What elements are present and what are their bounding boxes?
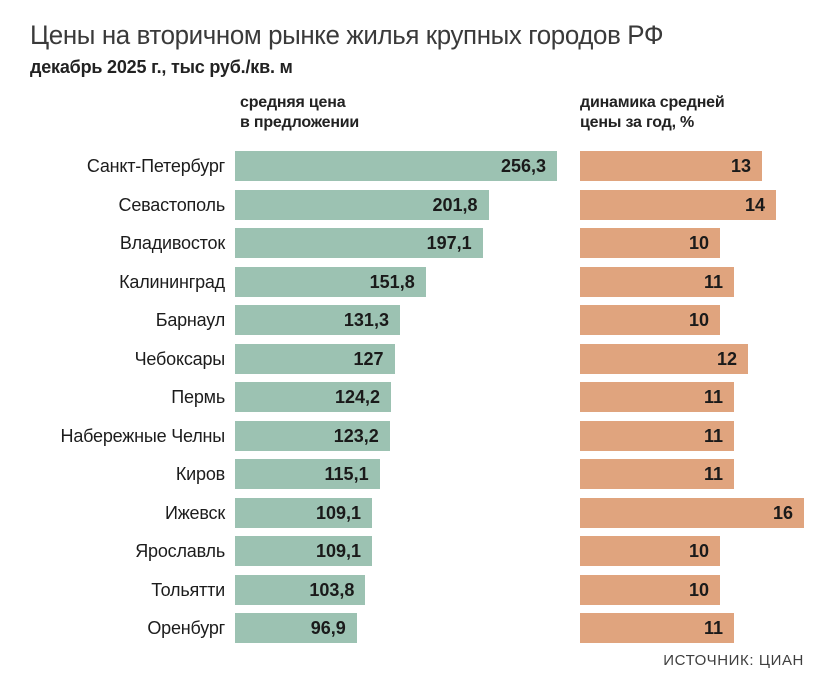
price-bar: 131,3 — [235, 305, 400, 335]
price-value: 103,8 — [309, 579, 355, 600]
city-label: Ярославль — [135, 541, 225, 561]
price-value: 131,3 — [343, 310, 389, 330]
city-label: Севастополь — [118, 194, 226, 215]
change-value: 13 — [730, 156, 751, 176]
price-value: 123,2 — [333, 425, 379, 446]
city-label: Чебоксары — [134, 348, 226, 369]
change-value: 10 — [688, 579, 709, 600]
change-bar: 11 — [580, 613, 734, 643]
price-value: 197,1 — [426, 233, 472, 253]
city-label: Пермь — [171, 387, 225, 407]
page-title: Цены на вторичном рынке жилья крупных го… — [30, 20, 664, 50]
change-bar: 11 — [580, 459, 734, 489]
bar-chart-rows: Санкт-Петербург 256,3 13 Севастополь 201,8 14… — [0, 151, 835, 651]
price-bar: 96,9 — [235, 613, 357, 643]
change-bar: 11 — [580, 420, 734, 451]
change-value: 11 — [703, 271, 723, 292]
page-subtitle: декабрь 2025 г., тыс руб./кв. м — [30, 57, 293, 77]
price-value: 124,2 — [334, 387, 381, 407]
change-value: 10 — [688, 310, 709, 330]
table-row: Калининград 151,8 11 — [0, 266, 835, 297]
change-bar: 11 — [580, 382, 734, 412]
source-credit: ИСТОЧНИК: ЦИАН — [663, 652, 804, 669]
city-label: Оренбург — [147, 618, 225, 638]
change-bar: 10 — [580, 305, 720, 335]
change-bar: 13 — [580, 151, 762, 181]
change-value: 12 — [716, 348, 737, 369]
table-row: Ярославль 109,1 10 — [0, 536, 835, 566]
city-label: Киров — [175, 464, 225, 484]
change-value: 11 — [703, 464, 723, 484]
price-value: 256,3 — [500, 156, 546, 176]
price-bar: 151,8 — [235, 266, 426, 297]
city-label: Владивосток — [119, 233, 225, 253]
change-bar: 11 — [580, 266, 734, 297]
price-bar: 123,2 — [235, 420, 390, 451]
table-row: Севастополь 201,8 14 — [0, 189, 835, 220]
price-bar: 127 — [235, 343, 395, 374]
change-bar: 10 — [580, 228, 720, 258]
price-value: 201,8 — [432, 194, 478, 215]
city-label: Барнаул — [155, 310, 225, 330]
change-value: 10 — [688, 233, 709, 253]
city-label: Ижевск — [164, 502, 225, 523]
price-bar: 124,2 — [235, 382, 392, 412]
price-bar: 197,1 — [235, 228, 483, 258]
city-label: Санкт-Петербург — [86, 156, 225, 176]
table-row: Санкт-Петербург 256,3 13 — [0, 151, 835, 181]
table-row: Набережные Челны 123,2 11 — [0, 420, 835, 451]
price-bar: 201,8 — [235, 189, 489, 220]
price-bar: 103,8 — [235, 574, 366, 605]
city-label: Калининград — [119, 271, 225, 292]
price-value: 96,9 — [310, 618, 346, 638]
price-bar: 256,3 — [235, 151, 557, 181]
table-row: Пермь 124,2 11 — [0, 382, 835, 412]
change-bar: 10 — [580, 536, 720, 566]
table-row: Чебоксары 127 12 — [0, 343, 835, 374]
price-bar: 109,1 — [235, 536, 373, 566]
change-value: 11 — [703, 387, 723, 407]
table-row: Владивосток 197,1 10 — [0, 228, 835, 258]
change-value: 16 — [772, 502, 793, 523]
change-value: 10 — [688, 541, 709, 561]
table-row: Барнаул 131,3 10 — [0, 305, 835, 335]
price-value: 127 — [353, 348, 384, 369]
table-row: Ижевск 109,1 16 — [0, 497, 835, 528]
price-column-header: средняя цена в предложении — [240, 94, 360, 131]
change-value: 11 — [703, 425, 723, 446]
table-row: Тольятти 103,8 10 — [0, 574, 835, 605]
price-bar: 115,1 — [235, 459, 380, 489]
city-label: Набережные Челны — [60, 425, 226, 446]
price-value: 151,8 — [369, 271, 415, 292]
table-row: Киров 115,1 11 — [0, 459, 835, 489]
change-value: 14 — [744, 194, 765, 215]
change-bar: 12 — [580, 343, 748, 374]
price-value: 109,1 — [316, 541, 362, 561]
change-bar: 10 — [580, 574, 720, 605]
change-column-header: динамика средней цены за год, % — [580, 94, 725, 131]
price-value: 115,1 — [324, 464, 369, 484]
city-label: Тольятти — [151, 579, 225, 600]
price-bar: 109,1 — [235, 497, 373, 528]
change-bar: 16 — [580, 497, 804, 528]
change-bar: 14 — [580, 189, 776, 220]
table-row: Оренбург 96,9 11 — [0, 613, 835, 643]
price-value: 109,1 — [316, 502, 362, 523]
change-value: 11 — [703, 618, 723, 638]
